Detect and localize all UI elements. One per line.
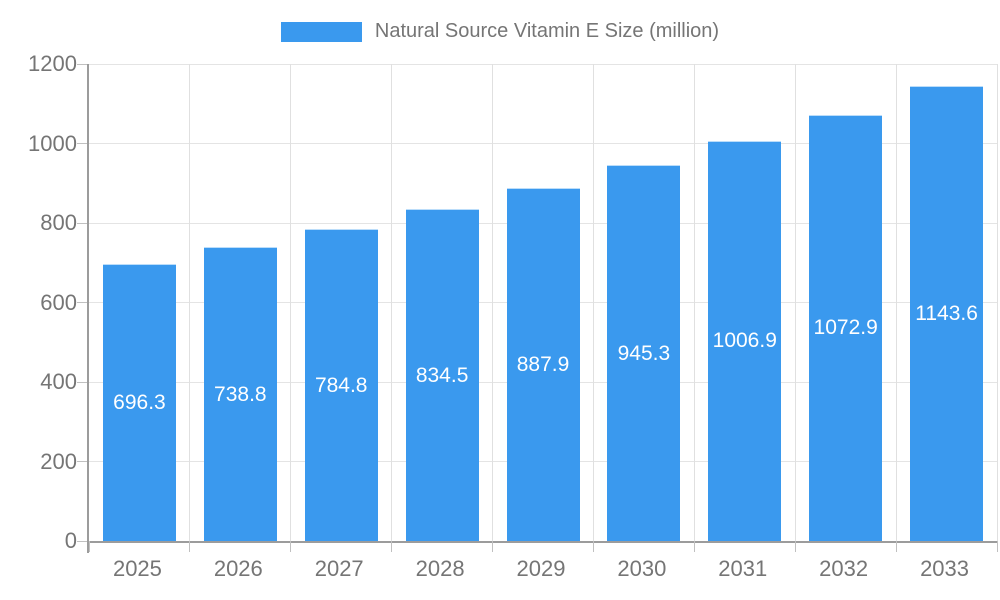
- gridline-vertical: [592, 64, 594, 541]
- y-axis-extension: [87, 541, 89, 553]
- bar-value-label: 738.8: [214, 382, 267, 406]
- legend: Natural Source Vitamin E Size (million): [0, 20, 1000, 43]
- gridline-vertical: [189, 64, 191, 541]
- legend-item[interactable]: Natural Source Vitamin E Size (million): [280, 20, 720, 43]
- gridline-vertical: [895, 64, 897, 541]
- gridline-vertical: [693, 64, 695, 541]
- x-axis-label: 2026: [213, 556, 263, 581]
- bar-value-label: 834.5: [415, 363, 469, 387]
- x-axis-tick: [88, 541, 90, 552]
- y-axis-label: 200: [40, 448, 77, 474]
- x-axis-label: 2031: [718, 556, 768, 581]
- x-axis-tick: [290, 541, 292, 552]
- bar[interactable]: 738.8: [203, 247, 277, 541]
- y-axis-label: 400: [40, 369, 77, 394]
- gridline-horizontal: [89, 63, 997, 65]
- y-axis-tick: [77, 143, 87, 144]
- bar-value-label: 1006.9: [712, 329, 777, 353]
- y-axis-tick: [77, 302, 87, 303]
- x-axis-label: 2032: [819, 556, 869, 581]
- bar-value-label: 1072.9: [813, 316, 878, 340]
- x-axis-tick: [996, 541, 998, 552]
- gridline-vertical: [391, 64, 393, 541]
- bar[interactable]: 945.3: [607, 165, 681, 541]
- bar-value-label: 887.9: [516, 353, 570, 377]
- y-axis-tick: [77, 222, 87, 224]
- x-axis-label: 2029: [516, 556, 566, 581]
- y-axis-tick: [77, 540, 87, 542]
- x-axis-tick: [189, 541, 191, 552]
- x-axis-tick: [895, 541, 897, 552]
- x-axis-tick: [492, 541, 494, 552]
- x-axis-tick: [391, 541, 393, 552]
- x-axis-label: 2025: [112, 556, 162, 581]
- x-axis-label: 2030: [617, 556, 667, 581]
- y-axis-label: 0: [64, 528, 77, 553]
- legend-label: Natural Source Vitamin E Size (million): [374, 20, 720, 42]
- x-axis-tick: [592, 541, 594, 552]
- x-axis-label: 2028: [415, 556, 465, 581]
- bar[interactable]: 834.5: [405, 209, 479, 541]
- plot-area: 696.3 738.8 784.8 834.5 887.9 945.3 1006.9 1072…: [77, 63, 998, 553]
- bar[interactable]: 1006.9: [708, 140, 782, 541]
- bar[interactable]: 696.3: [102, 264, 176, 541]
- bar-value-label: 696.3: [113, 391, 166, 415]
- legend-swatch-icon: [280, 21, 362, 42]
- gridline-horizontal: [89, 143, 997, 144]
- bar-value-label: 1143.6: [915, 302, 978, 326]
- y-axis-tick: [77, 381, 87, 383]
- gridline-vertical: [996, 64, 998, 541]
- bar[interactable]: 1072.9: [809, 114, 883, 541]
- y-axis-label: 600: [40, 289, 77, 315]
- gridline-vertical: [794, 64, 796, 541]
- bar[interactable]: 784.8: [304, 229, 378, 541]
- gridline-vertical: [290, 64, 292, 541]
- x-axis-tick: [693, 541, 695, 552]
- bar-value-label: 945.3: [617, 341, 671, 365]
- bar[interactable]: 887.9: [506, 188, 580, 541]
- bar[interactable]: 1143.6: [910, 86, 984, 541]
- y-axis-label: 1200: [28, 51, 77, 76]
- y-axis-tick: [77, 461, 87, 462]
- x-axis-label: 2033: [920, 556, 970, 581]
- x-axis-tick: [794, 541, 796, 552]
- y-axis-label: 800: [40, 210, 77, 235]
- gridline-vertical: [492, 64, 494, 541]
- bar-value-label: 784.8: [314, 373, 368, 397]
- y-axis-label: 1000: [28, 130, 77, 156]
- x-axis-label: 2027: [314, 556, 364, 581]
- y-axis-tick: [77, 63, 87, 65]
